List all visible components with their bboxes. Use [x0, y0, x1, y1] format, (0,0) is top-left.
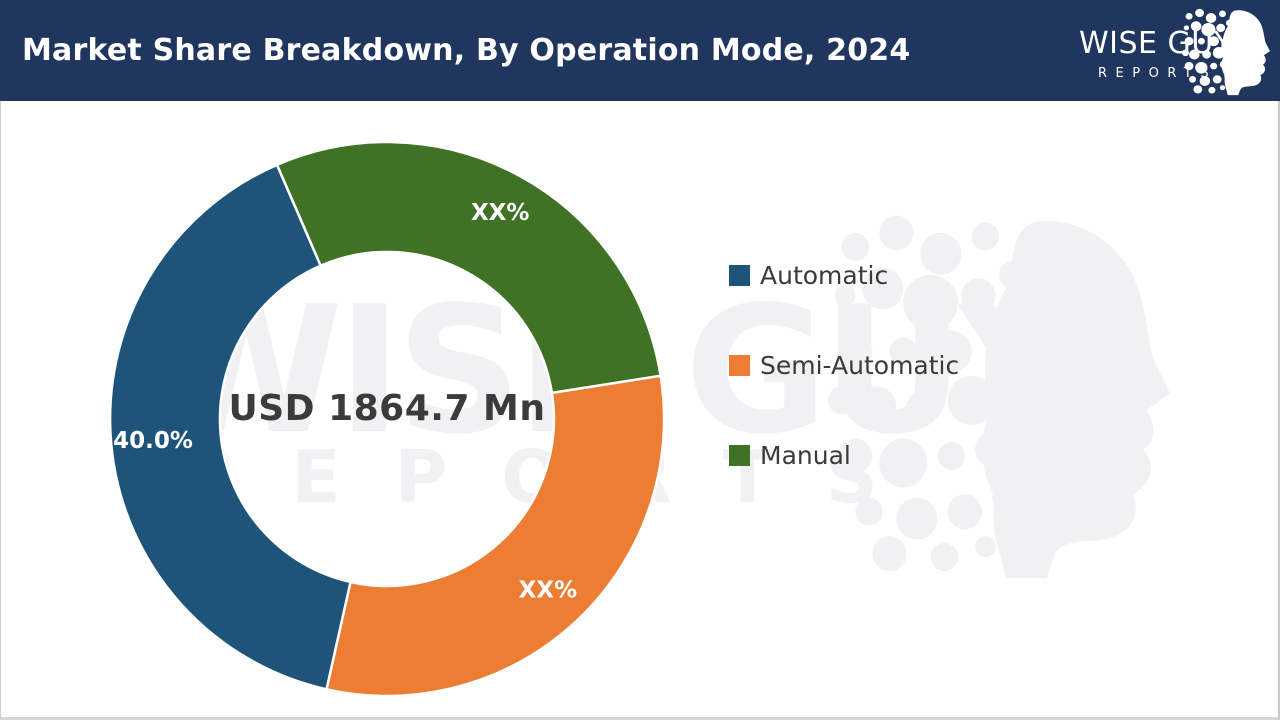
head-dot — [1183, 25, 1190, 31]
head-dot — [1201, 22, 1216, 37]
head-dot — [1182, 49, 1190, 57]
head-dot — [1226, 19, 1234, 27]
head-dot — [1190, 21, 1202, 32]
legend-item-semi-automatic: Semi-Automatic — [729, 350, 959, 380]
head-dot — [1223, 37, 1229, 43]
head-dot — [1216, 23, 1226, 33]
head-dot — [1208, 36, 1219, 47]
donut-segment-automatic — [108, 163, 352, 691]
head-dot — [1212, 75, 1222, 84]
head-dot — [1219, 60, 1229, 69]
legend-swatch-semi-automatic — [729, 354, 750, 376]
head-dot — [1184, 37, 1194, 46]
head-dot — [1212, 47, 1226, 59]
segment-percentage-label: XX% — [519, 577, 578, 603]
legend-label: Automatic — [760, 260, 889, 290]
wise-guy-reports-logo: WISE GUY REPORTS — [1079, 8, 1270, 96]
legend-swatch-manual — [729, 444, 750, 466]
head-dot — [1193, 85, 1203, 94]
legend-swatch-automatic — [729, 264, 750, 286]
head-dot — [1208, 86, 1216, 94]
legend-item-automatic: Automatic — [729, 260, 888, 290]
donut-segment-semi-automatic — [325, 374, 666, 698]
header-bar: Market Share Breakdown, By Operation Mod… — [0, 0, 1280, 101]
donut-segment-manual — [275, 140, 662, 395]
head-dot — [1195, 61, 1208, 74]
head-dot — [1218, 10, 1226, 18]
head-dot — [1195, 8, 1204, 18]
legend-item-manual: Manual — [729, 440, 851, 470]
segment-percentage-label: XX% — [471, 200, 530, 226]
head-face-shape — [1221, 10, 1270, 96]
head-dot — [1219, 85, 1226, 91]
page-title: Market Share Breakdown, By Operation Mod… — [22, 33, 911, 68]
head-dot — [1185, 12, 1193, 20]
legend-label: Semi-Automatic — [760, 350, 960, 380]
head-dot — [1184, 61, 1194, 71]
donut-center-value: USD 1864.7 Mn — [228, 388, 546, 429]
head-dot — [1199, 76, 1211, 87]
logo-reports-text: REPORTS — [1098, 66, 1217, 81]
segment-percentage-label: 40.0% — [113, 428, 193, 454]
head-dot — [1202, 50, 1212, 59]
head-dot — [1210, 62, 1218, 70]
head-dot — [1189, 76, 1197, 83]
legend-label: Manual — [760, 440, 851, 470]
head-dot — [1224, 72, 1232, 80]
logo-head-icon — [1182, 8, 1270, 96]
head-dot — [1189, 49, 1200, 60]
head-dot — [1205, 12, 1217, 23]
head-dot — [1226, 47, 1233, 52]
head-dot — [1197, 37, 1205, 45]
